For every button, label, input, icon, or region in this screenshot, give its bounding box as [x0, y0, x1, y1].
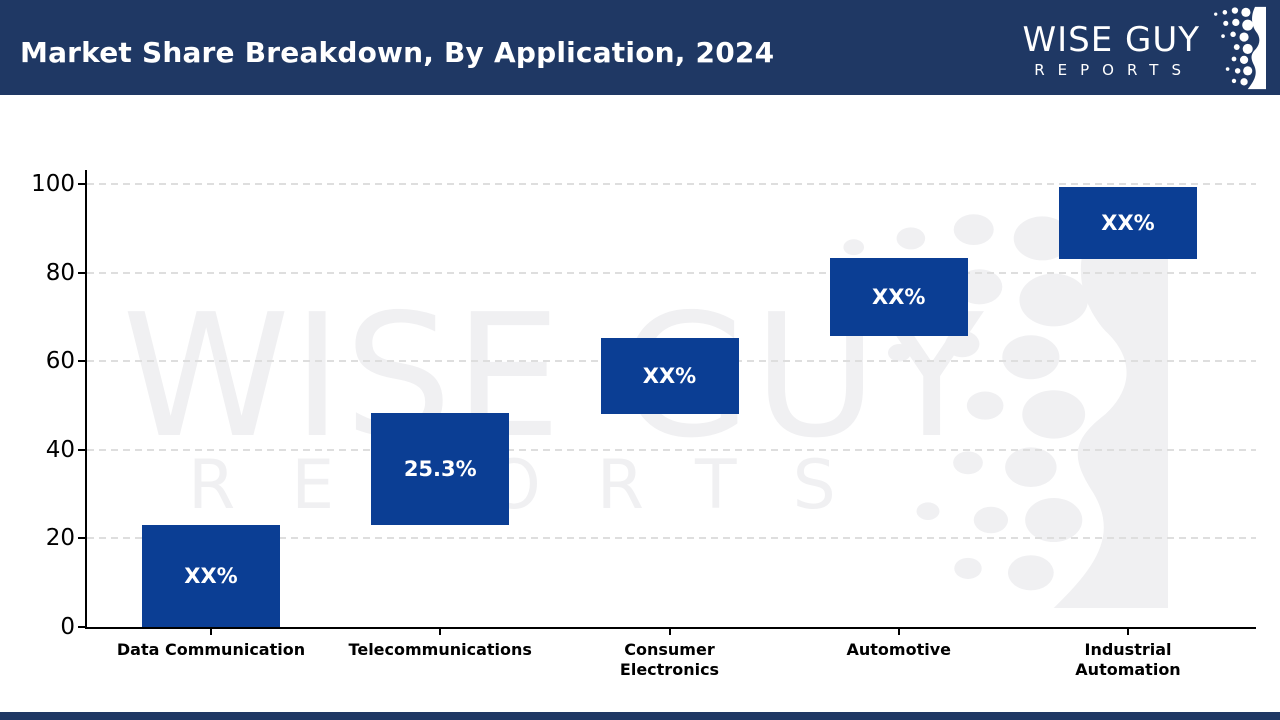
bar-value-label: XX% [872, 284, 926, 309]
y-gridline [87, 271, 1256, 274]
y-tick-mark [78, 537, 85, 540]
y-gridline [87, 448, 1256, 451]
y-tick-mark [78, 626, 85, 628]
y-tick-mark [78, 448, 85, 451]
logo-wordmark: WISE GUY [1022, 20, 1200, 60]
y-tick-label: 60 [45, 348, 75, 375]
x-tick-label: Consumer Electronics [619, 640, 720, 679]
page-title: Market Share Breakdown, By Application, … [20, 36, 775, 69]
y-tick-label: 80 [45, 259, 75, 286]
x-axis-spine [85, 627, 1256, 629]
y-tick-mark [78, 271, 85, 274]
x-tick-label: Industrial Automation [1075, 640, 1181, 679]
bar-value-label: 25.3% [403, 457, 477, 482]
y-gridline [87, 183, 1256, 185]
y-tick-label: 0 [60, 614, 75, 640]
footer-bar [0, 712, 1280, 720]
x-tick-mark [1127, 629, 1129, 635]
y-tick-label: 40 [45, 436, 75, 463]
watermark-face-graphic [843, 212, 1168, 608]
bar-value-label: XX% [1101, 210, 1155, 235]
logo: WISE GUY REPORTS [1010, 2, 1270, 93]
watermark-text-line2: REPORTS [188, 446, 892, 525]
x-tick-mark [439, 629, 442, 635]
bar-segment: XX% [142, 525, 280, 627]
x-tick-mark [668, 629, 671, 635]
y-tick-label: 100 [31, 171, 75, 197]
bar-segment: XX% [829, 257, 968, 336]
y-gridline [87, 537, 1256, 540]
header: Market Share Breakdown, By Application, … [0, 0, 1280, 95]
bar-value-label: XX% [184, 564, 238, 589]
bar-segment: XX% [600, 337, 739, 415]
x-tick-label: Data Communication [116, 640, 306, 659]
x-tick-mark [897, 629, 900, 635]
bar-value-label: XX% [642, 364, 697, 389]
y-tick-mark [78, 183, 85, 185]
y-tick-label: 20 [45, 525, 75, 552]
logo-subtext: REPORTS [1034, 61, 1194, 79]
x-tick-label: Telecommunications [348, 640, 532, 659]
x-tick-mark [210, 629, 212, 635]
y-axis-spine [85, 170, 87, 629]
x-tick-label: Automotive [846, 640, 952, 659]
bar-segment: 25.3% [371, 413, 510, 526]
bar-segment: XX% [1059, 186, 1197, 259]
y-tick-mark [78, 360, 85, 363]
logo-face-icon [1214, 6, 1266, 90]
